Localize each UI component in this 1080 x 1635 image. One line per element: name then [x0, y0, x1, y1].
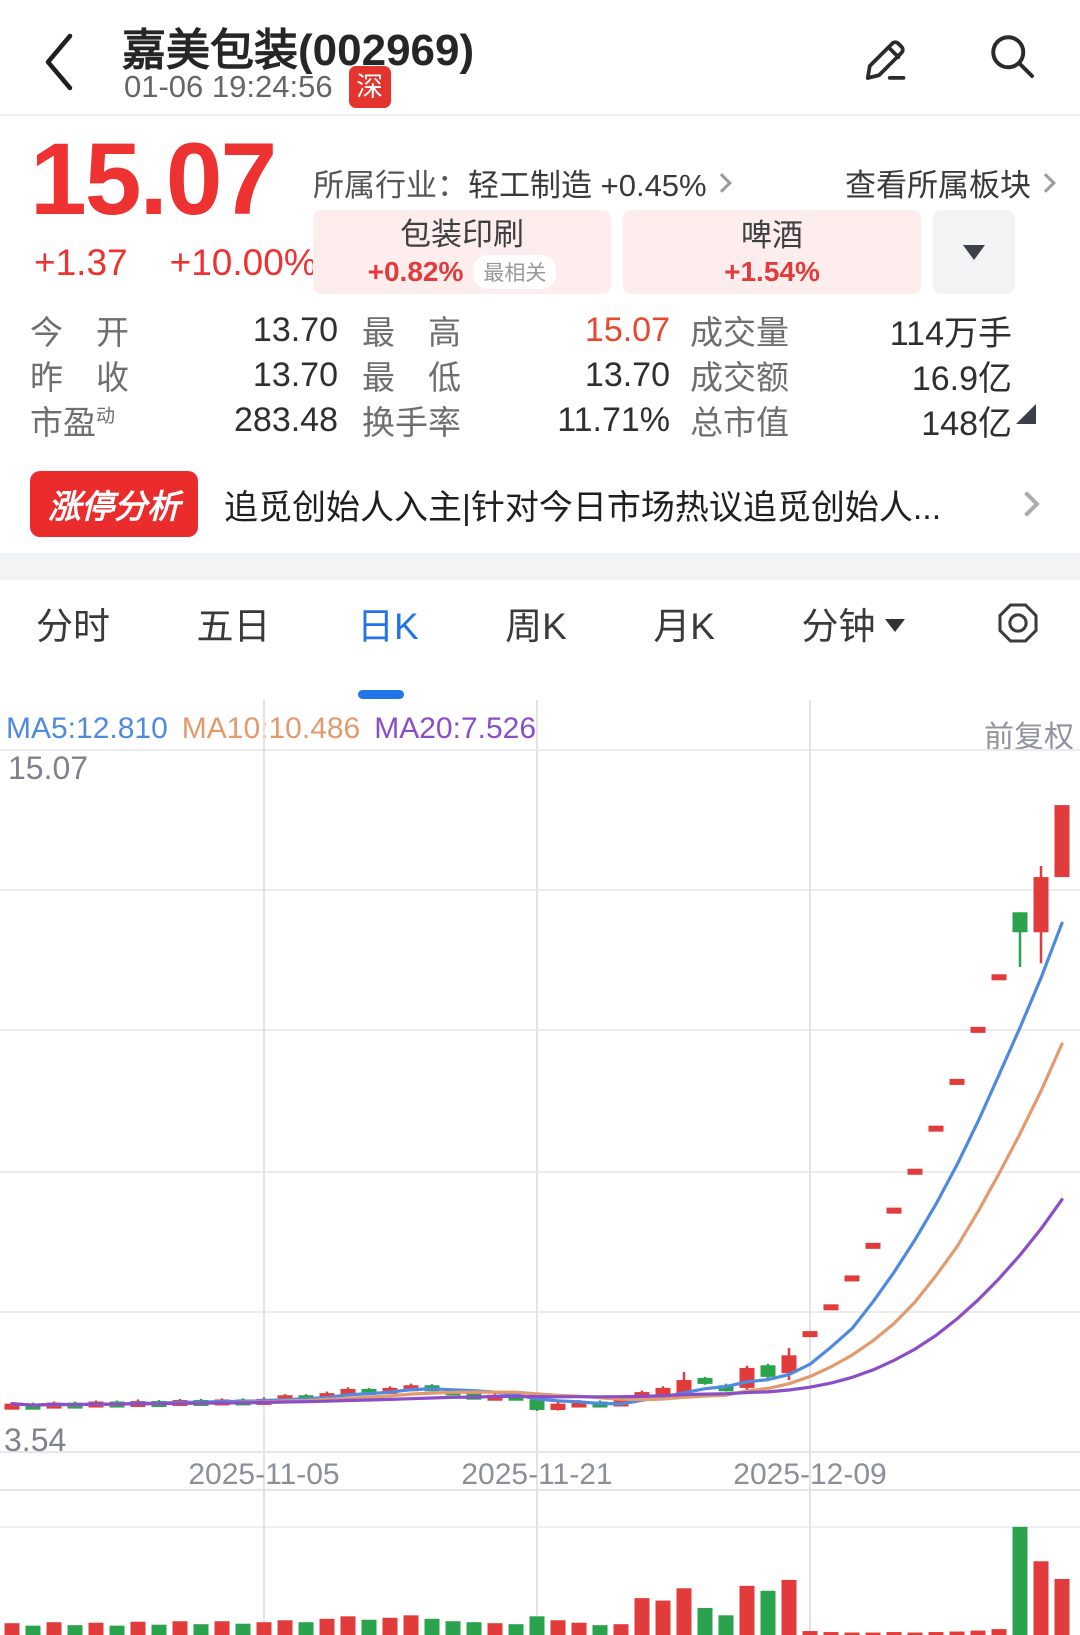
stat-label: 最 高	[362, 314, 461, 351]
quote-timestamp: 01-06 19:24:56	[124, 69, 333, 104]
back-button[interactable]	[40, 30, 80, 94]
stat-value-open: 13.70	[252, 310, 338, 349]
section-divider	[0, 553, 1080, 580]
price-change-percent: +10.00%	[169, 242, 317, 283]
industry-link[interactable]: 轻工制造 +0.45%	[468, 168, 707, 203]
ma-legend: MA5:12.810 MA10:10.486 MA20:7.526 前复权	[6, 712, 1074, 756]
chart-settings-button[interactable]	[992, 597, 1044, 649]
industry-row: 所属行业： 轻工制造 +0.45% 查看所属板块	[313, 160, 1056, 205]
tab-monthly-k[interactable]: 月K	[653, 606, 715, 647]
chart-canvas[interactable]	[0, 700, 1080, 1635]
stat-value-turnover-rate: 11.71%	[557, 400, 670, 439]
sector-card-packaging[interactable]: 包装印刷 +0.82% 最相关	[313, 210, 611, 294]
chevron-right-icon	[1014, 491, 1040, 517]
sector-name: 啤酒	[741, 218, 803, 254]
x-axis-date-label: 2025-12-09	[733, 1458, 887, 1491]
ma20-legend: MA20:7.526	[374, 712, 537, 745]
adjust-mode-label[interactable]: 前复权	[984, 721, 1074, 754]
last-price: 15.07	[30, 122, 277, 236]
sector-change: +0.82%	[367, 255, 464, 287]
limit-up-badge: 涨停分析	[30, 471, 198, 537]
stat-label: 换手率	[362, 404, 461, 441]
most-related-tag: 最相关	[473, 254, 557, 289]
chevron-down-icon	[885, 618, 906, 632]
price-change-row: +1.37 +10.00%	[34, 242, 359, 284]
sector-expand-button[interactable]	[933, 210, 1015, 294]
stat-label: 成交额	[690, 359, 789, 396]
stat-value-pe: 283.48	[234, 400, 338, 439]
banner-headline: 追觅创始人入主|针对今日市场热议追觅创始人...	[224, 488, 942, 527]
stat-value-low: 13.70	[584, 355, 670, 394]
gear-icon	[998, 603, 1038, 643]
y-axis-min-label: 3.54	[4, 1422, 67, 1458]
stat-label: 成交量	[690, 314, 789, 351]
stat-label: 总市值	[690, 404, 789, 441]
sector-row: 包装印刷 +0.82% 最相关 啤酒 +1.54%	[313, 210, 1053, 294]
stat-value-prev-close: 13.70	[252, 355, 338, 394]
industry-label: 所属行业：	[313, 168, 468, 203]
stat-value-market-cap: 148亿	[921, 404, 1012, 443]
tab-weekly-k[interactable]: 周K	[505, 606, 567, 647]
stat-label: 最 低	[362, 359, 461, 396]
candlestick-chart[interactable]: 15.07 3.54 2025-11-05 2025-11-21 2025-12-0…	[0, 700, 1080, 1635]
ma10-legend: MA10:10.486	[181, 712, 361, 745]
chevron-right-icon	[1036, 172, 1056, 193]
stat-label: 昨 收	[30, 359, 129, 396]
chart-period-tabs: 分时 五日 日K 周K 月K 分钟	[0, 580, 1080, 666]
x-axis-date-label: 2025-11-05	[188, 1458, 340, 1491]
tab-five-day[interactable]: 五日	[196, 606, 271, 647]
sector-change: +1.54%	[724, 255, 820, 287]
x-axis-date-label: 2025-11-21	[461, 1458, 613, 1491]
stock-title: 嘉美包装(002969)	[122, 26, 475, 75]
price-change: +1.37	[34, 242, 128, 283]
sector-name: 包装印刷	[400, 217, 524, 253]
chevron-down-icon	[963, 244, 985, 260]
active-tab-indicator	[358, 690, 404, 699]
stats-expand-icon[interactable]	[1016, 404, 1036, 424]
stat-label: 市盈动	[30, 404, 116, 441]
search-icon[interactable]	[982, 26, 1042, 86]
edit-icon[interactable]	[856, 26, 916, 86]
header: 嘉美包装(002969) 01-06 19:24:56 深	[0, 0, 1080, 116]
stat-value-volume: 114万手	[889, 314, 1012, 353]
stat-value-turnover-amount: 16.9亿	[911, 359, 1012, 398]
limit-up-analysis-banner[interactable]: 涨停分析 追觅创始人入主|针对今日市场热议追觅创始人...	[0, 455, 1080, 553]
stat-label: 今 开	[30, 314, 129, 351]
market-badge: 深	[348, 66, 391, 108]
tab-daily-k[interactable]: 日K	[356, 606, 419, 647]
ma5-legend: MA5:12.810	[6, 712, 168, 745]
view-boards-link[interactable]: 查看所属板块	[845, 168, 1031, 203]
stat-value-high: 15.07	[584, 310, 670, 349]
tab-minute-line[interactable]: 分时	[36, 606, 110, 647]
y-axis-max-label: 15.07	[8, 750, 89, 786]
tab-minute-dropdown[interactable]: 分钟	[801, 596, 906, 650]
sector-card-beer[interactable]: 啤酒 +1.54%	[623, 210, 921, 294]
chevron-right-icon	[711, 172, 732, 193]
